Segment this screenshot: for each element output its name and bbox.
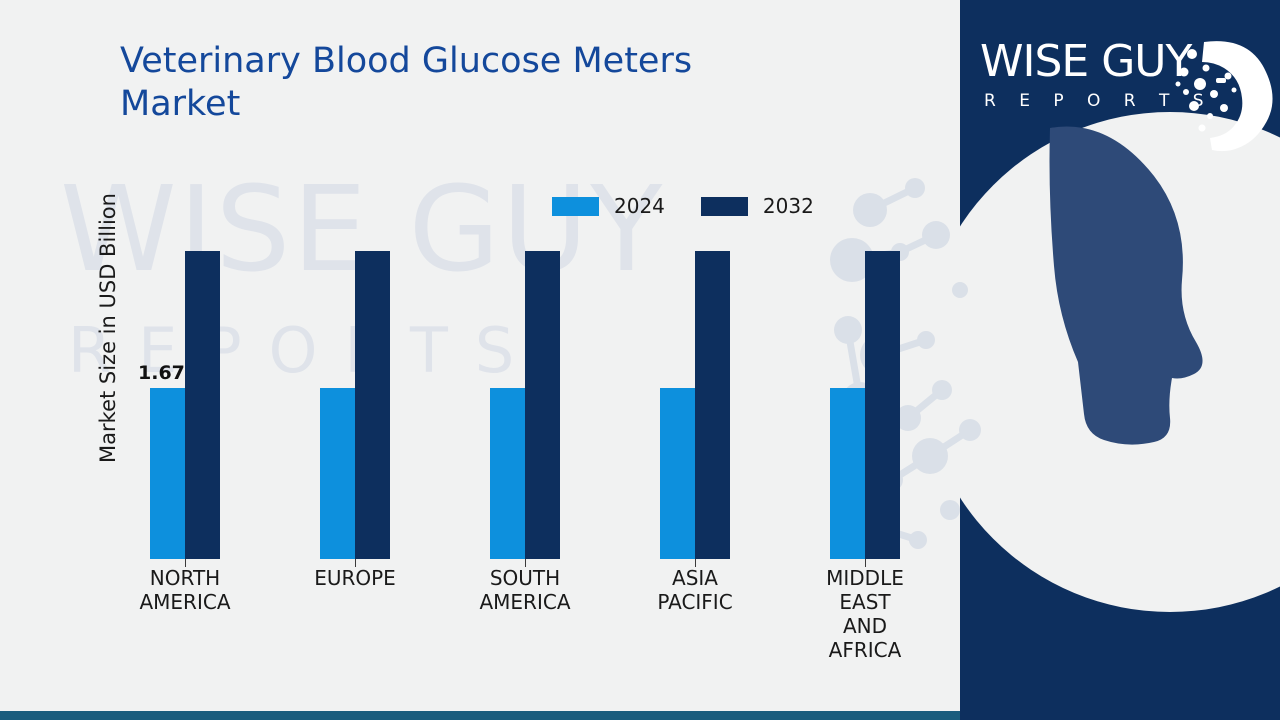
svg-text:WISE GUY: WISE GUY [980, 36, 1193, 87]
decorative-face-silhouette-icon [1049, 126, 1203, 445]
legend-item-2024[interactable]: 2024 [552, 194, 665, 218]
bar-2024[interactable] [830, 387, 865, 559]
page-title: Veterinary Blood Glucose Meters Market [120, 41, 693, 124]
y-axis-label: Market Size in USD Billion [96, 193, 120, 463]
bar-2032[interactable] [525, 251, 560, 559]
legend-label-2024: 2024 [614, 194, 665, 218]
category-label: ASIA PACIFIC [657, 566, 733, 614]
bar-value-label: 1.67 [138, 361, 185, 384]
category-label: NORTH AMERICA [139, 566, 231, 614]
logo-head-dots-icon [1175, 41, 1273, 152]
legend-swatch-icon-2024 [552, 196, 599, 216]
bar-group [490, 251, 560, 559]
bar-2032[interactable] [865, 251, 900, 559]
legend-swatch-icon-2032 [700, 196, 748, 216]
category-label: MIDDLE EAST AND AFRICA [826, 566, 904, 662]
axis-tick [355, 559, 356, 567]
wiseguy-logo: WISE GUY R E P O R T S [980, 36, 1273, 152]
bar-2032[interactable] [185, 251, 220, 559]
bar-2024[interactable] [320, 387, 355, 559]
bar-group [320, 251, 390, 559]
bar-group: 1.67 [138, 251, 220, 559]
legend-item-2032[interactable]: 2032 [700, 194, 814, 218]
chart-background-panel [0, 0, 960, 711]
bar-group [660, 251, 730, 559]
bottom-accent-strip [0, 711, 960, 720]
axis-tick [525, 559, 526, 567]
bar-group [830, 251, 900, 559]
category-label: SOUTH AMERICA [479, 566, 571, 614]
bar-2024[interactable] [660, 387, 695, 559]
bar-2032[interactable] [355, 251, 390, 559]
svg-text:R E P O R T S: R E P O R T S [984, 91, 1213, 111]
category-label: EUROPE [314, 566, 396, 590]
axis-tick [185, 559, 186, 567]
plot-area: 1.67 NORTH AMERICA EUROPE SOUTH AMERICA ASIA… [138, 251, 904, 662]
bar-2024[interactable]: 1.67 [138, 362, 185, 559]
axis-tick [695, 559, 696, 567]
axis-tick [865, 559, 866, 567]
chart-legend: 2024 2032 [552, 194, 814, 218]
bar-2032[interactable] [695, 251, 730, 559]
legend-label-2032: 2032 [762, 194, 814, 218]
bar-2024[interactable] [490, 387, 525, 559]
